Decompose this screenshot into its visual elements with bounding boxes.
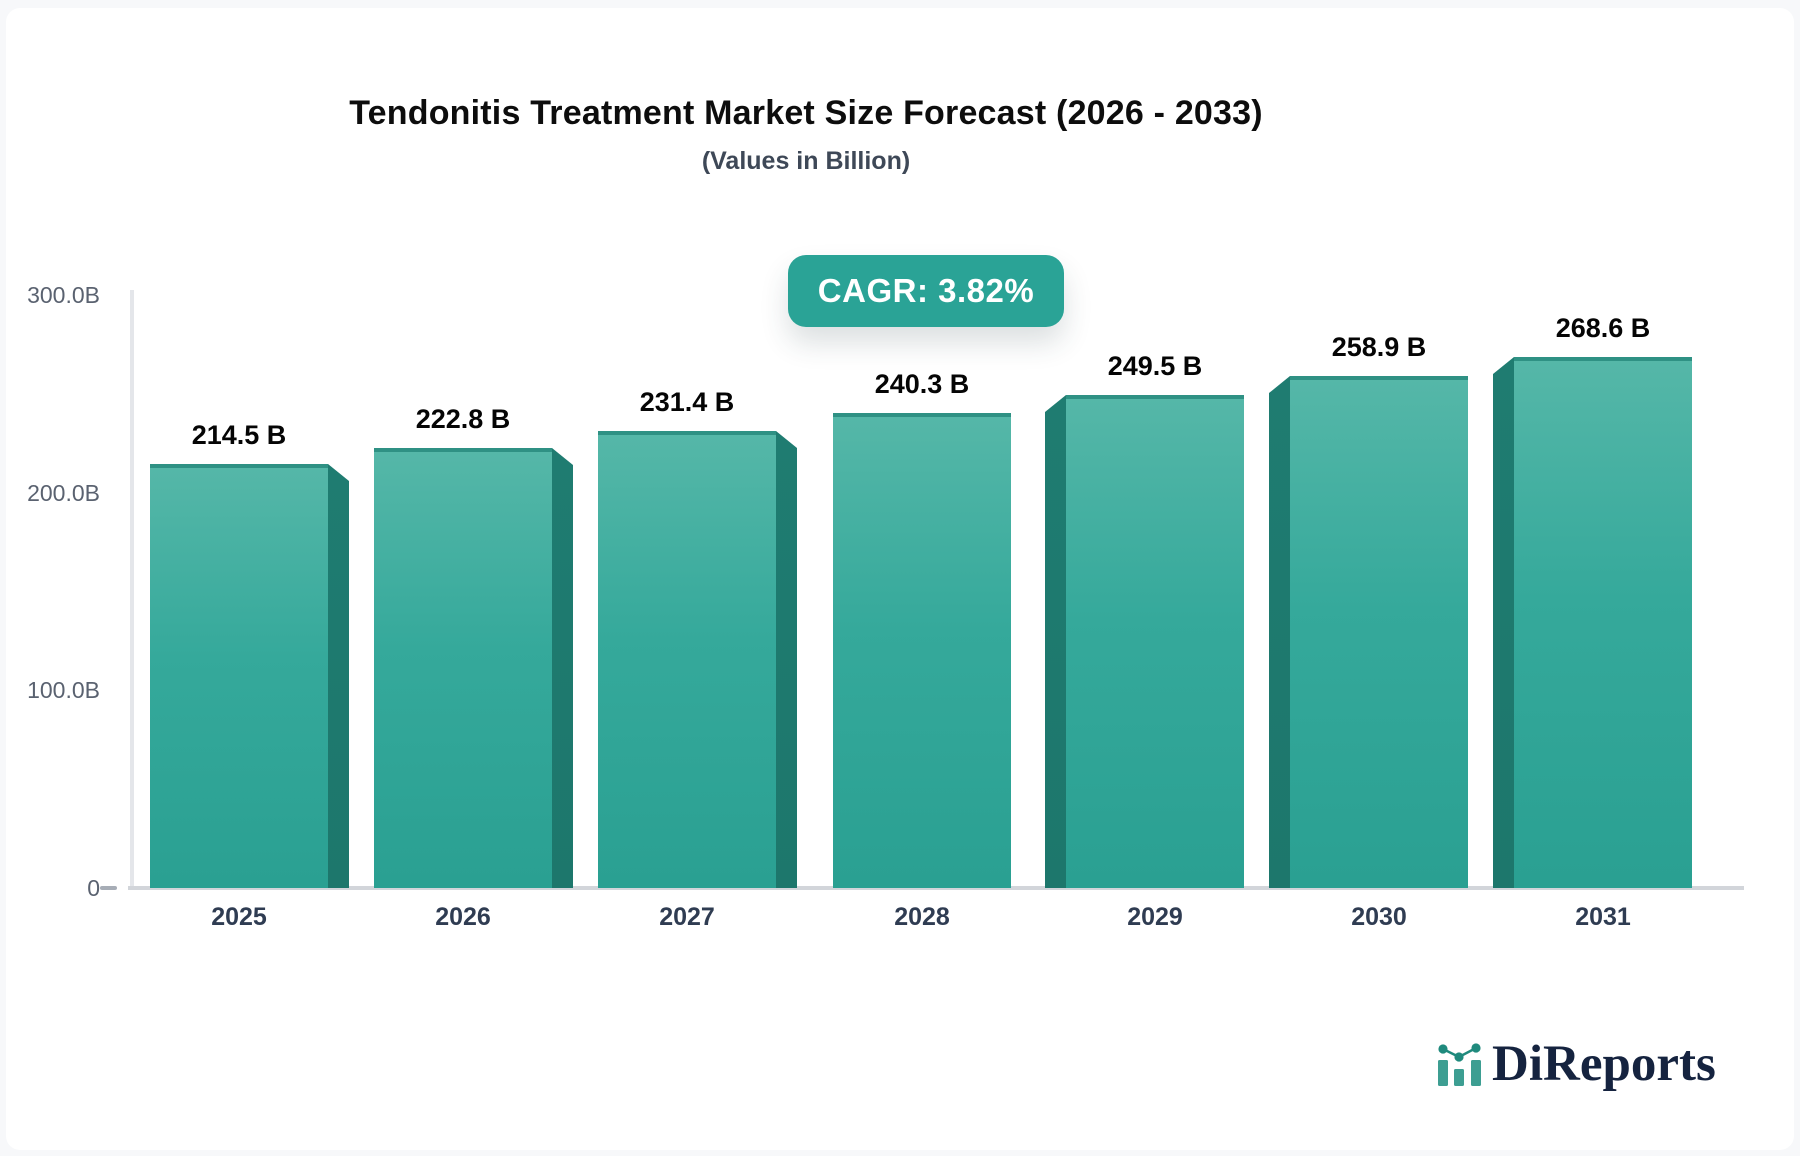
- x-axis-label-2031: 2031: [1575, 903, 1631, 931]
- x-axis-label-2026: 2026: [435, 903, 491, 931]
- mini-bar-chart-icon: [1438, 1043, 1481, 1086]
- y-axis-label-0: 0: [87, 875, 100, 901]
- bar-side-2030: [1269, 376, 1290, 888]
- x-axis-label-2028: 2028: [894, 903, 950, 931]
- y-axis-label-200: 200.0B: [27, 479, 100, 506]
- bar-value-label-2026: 222.8 B: [415, 404, 511, 434]
- bar-2029[interactable]: [1066, 395, 1244, 888]
- cagr-badge-label: CAGR: 3.82%: [817, 272, 1035, 309]
- x-axis-line: [128, 886, 1744, 890]
- bar-2030[interactable]: [1290, 376, 1468, 888]
- bar-value-label-2029: 249.5 B: [1107, 351, 1203, 381]
- zero-tick-mark: [100, 886, 117, 890]
- bar-2028[interactable]: [833, 413, 1011, 888]
- bar-side-2026: [552, 448, 573, 888]
- y-axis-label-100: 100.0B: [27, 677, 100, 704]
- y-axis-line: [130, 290, 134, 888]
- chart-title: Tendonitis Treatment Market Size Forecas…: [349, 94, 1263, 132]
- x-axis-label-2029: 2029: [1127, 903, 1183, 931]
- direports-logo: DiReports: [1432, 1036, 1716, 1092]
- bar-side-2031: [1493, 357, 1514, 888]
- bar-value-label-2028: 240.3 B: [874, 369, 970, 399]
- bar-value-label-2030: 258.9 B: [1331, 332, 1427, 362]
- direports-logo-text: DiReports: [1492, 1036, 1716, 1092]
- bar-2025[interactable]: [150, 464, 328, 888]
- bar-2027[interactable]: [598, 431, 776, 888]
- x-axis-label-2025: 2025: [211, 903, 267, 931]
- bar-value-label-2031: 268.6 B: [1555, 313, 1651, 343]
- bar-value-label-2025: 214.5 B: [191, 420, 287, 450]
- bar-2031[interactable]: [1514, 357, 1692, 888]
- bar-side-2027: [776, 431, 797, 888]
- y-axis-label-300: 300.0B: [27, 282, 100, 308]
- bar-2026[interactable]: [374, 448, 552, 888]
- cagr-badge: CAGR: 3.82%: [788, 255, 1064, 327]
- bar-value-label-2027: 231.4 B: [639, 387, 735, 417]
- x-axis-label-2027: 2027: [659, 903, 715, 931]
- chart-subtitle: (Values in Billion): [701, 147, 911, 175]
- x-axis-label-2030: 2030: [1351, 903, 1407, 931]
- bar-side-2025: [328, 464, 349, 888]
- bar-side-2029: [1045, 395, 1066, 888]
